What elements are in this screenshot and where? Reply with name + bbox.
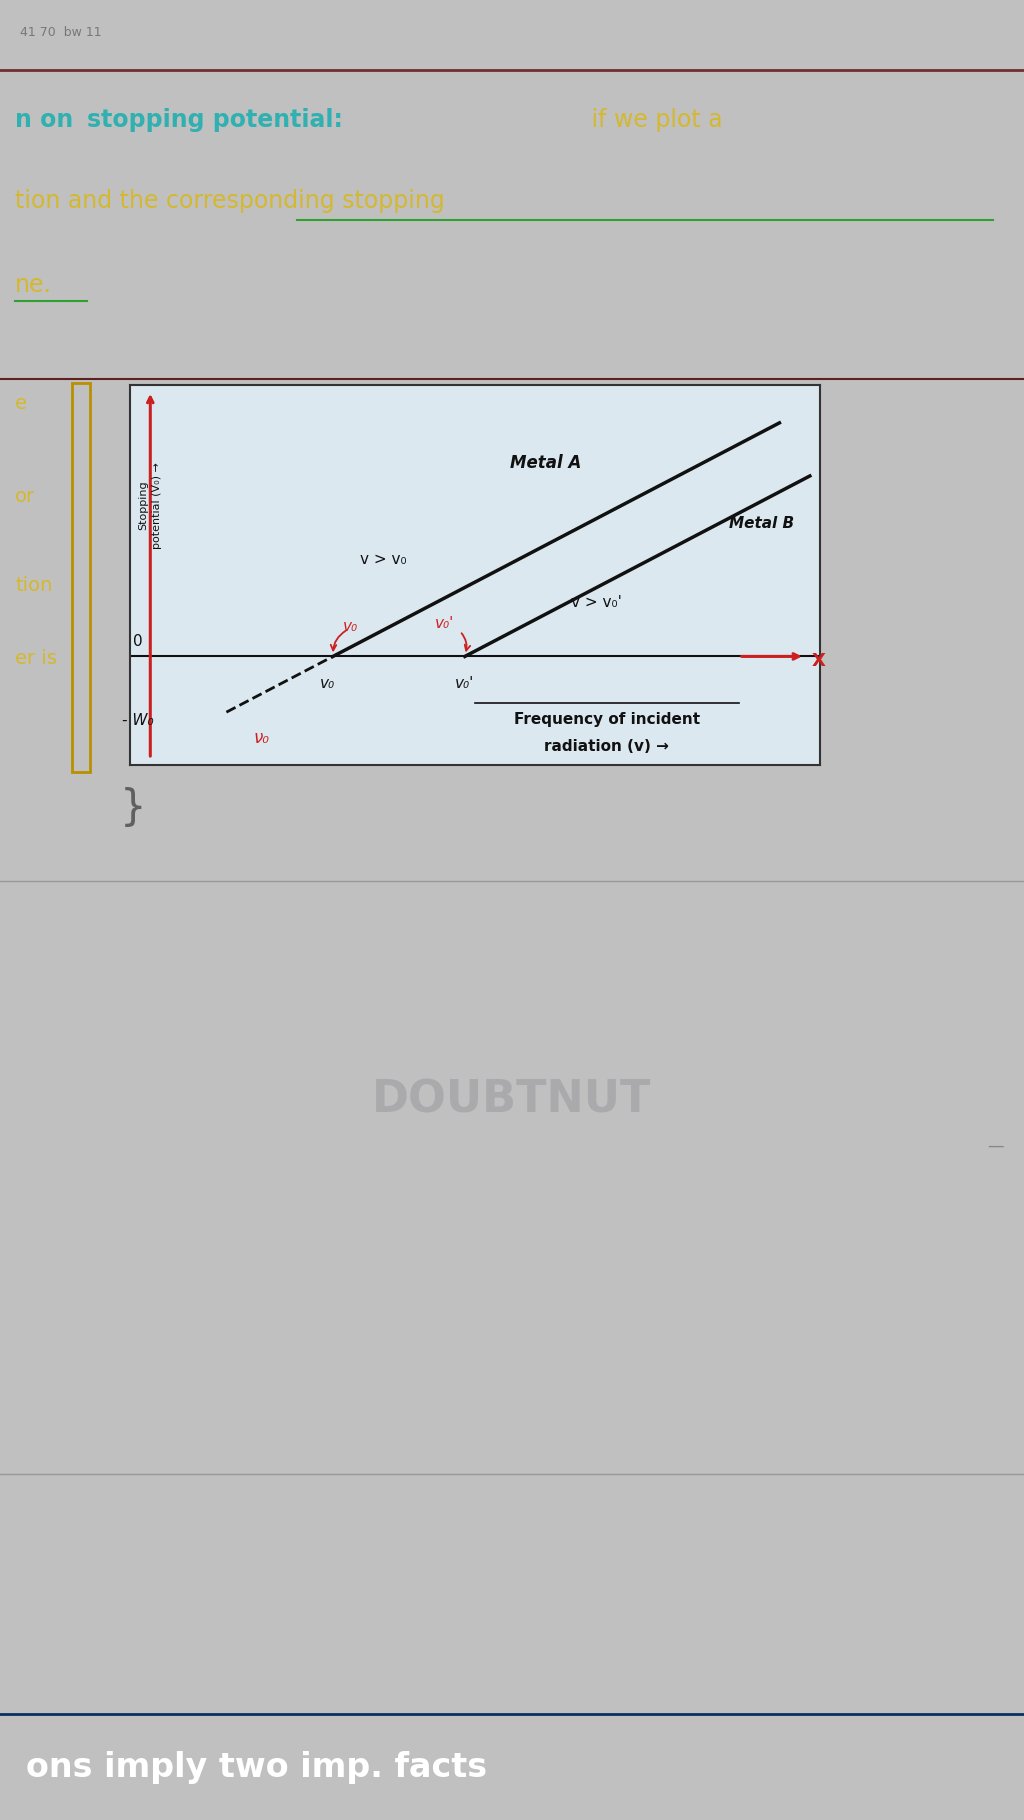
Text: Metal A: Metal A [510, 455, 582, 473]
Bar [72, 382, 90, 772]
Text: ne.: ne. [15, 273, 52, 297]
Text: or: or [15, 488, 36, 506]
Text: er is: er is [15, 650, 57, 668]
Text: }: } [120, 788, 146, 830]
Text: ons imply two imp. facts: ons imply two imp. facts [26, 1751, 486, 1784]
Text: v₀': v₀' [435, 617, 455, 632]
Text: v > v₀': v > v₀' [571, 595, 623, 610]
Text: Metal B: Metal B [729, 517, 794, 531]
Text: v₀: v₀ [321, 675, 336, 692]
Text: ν₀: ν₀ [254, 728, 270, 746]
Text: Frequency of incident: Frequency of incident [514, 712, 700, 728]
Text: X: X [812, 652, 825, 670]
Text: radiation (v) →: radiation (v) → [545, 739, 670, 755]
Text: stopping potential:: stopping potential: [87, 109, 343, 133]
Text: 41 70  bw 11: 41 70 bw 11 [20, 25, 102, 38]
Text: tion: tion [15, 577, 52, 595]
Text: Stopping
potential (V₀) →: Stopping potential (V₀) → [138, 462, 162, 550]
Text: n on: n on [15, 109, 82, 133]
Text: tion and the corresponding stopping: tion and the corresponding stopping [15, 189, 445, 213]
Text: - W₀: - W₀ [122, 713, 154, 728]
Text: —: — [987, 1136, 1004, 1154]
Text: v > v₀: v > v₀ [360, 553, 407, 568]
Text: v₀': v₀' [455, 675, 474, 692]
Text: v₀: v₀ [343, 619, 358, 633]
Text: if we plot a: if we plot a [584, 109, 722, 133]
Text: e: e [15, 393, 28, 413]
Text: DOUBTNUT: DOUBTNUT [373, 1079, 651, 1121]
Text: 0: 0 [133, 633, 143, 650]
